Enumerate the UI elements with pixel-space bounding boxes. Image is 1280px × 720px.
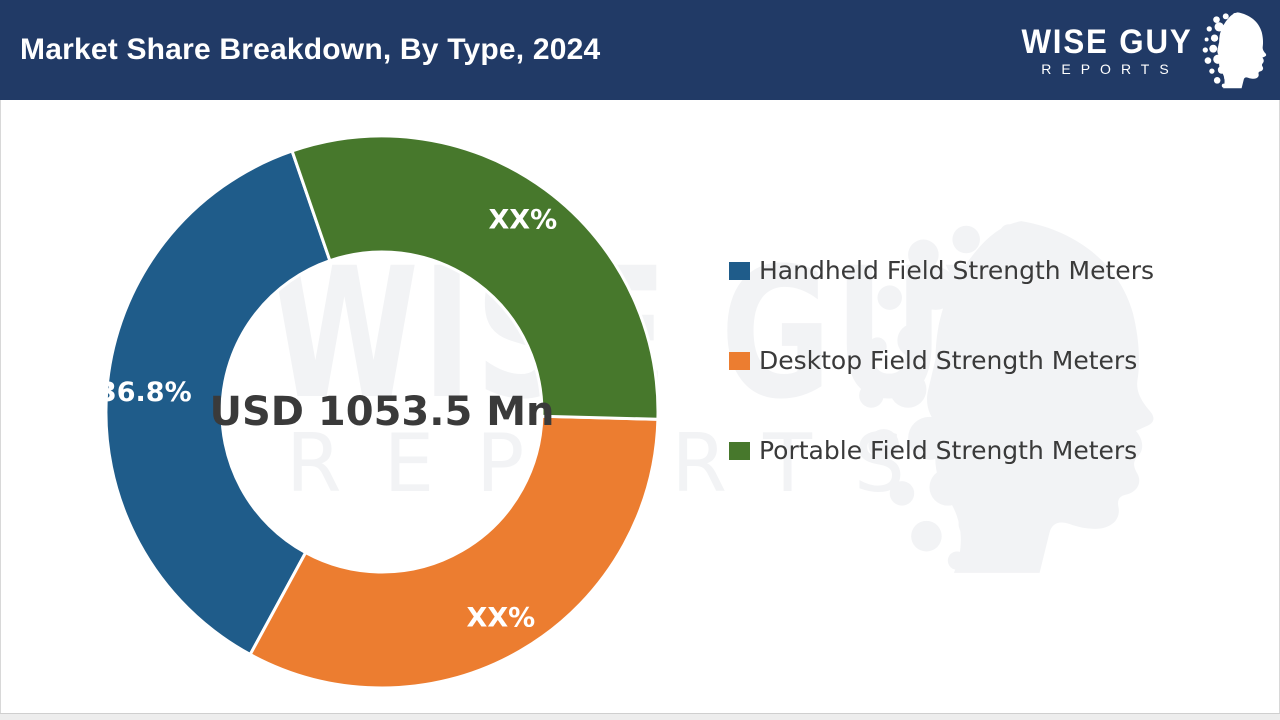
page-title: Market Share Breakdown, By Type, 2024: [20, 33, 601, 66]
legend-item-portable: Portable Field Strength Meters: [729, 436, 1154, 466]
header: Market Share Breakdown, By Type, 2024 WI…: [0, 0, 1280, 100]
legend-item-handheld: Handheld Field Strength Meters: [729, 256, 1154, 286]
legend-swatch-handheld: [729, 262, 750, 280]
donut-segment: [104, 149, 332, 657]
donut-segment: [248, 414, 660, 690]
logo-face-icon: [1202, 12, 1267, 89]
chart-center-label: USD 1053.5 Mn: [210, 389, 555, 435]
legend-label-desktop: Desktop Field Strength Meters: [759, 346, 1138, 375]
logo-wordmark: WISE GUY: [1021, 22, 1193, 61]
legend-label-portable: Portable Field Strength Meters: [759, 436, 1138, 465]
brand-logo: WISE GUY REPORTS: [1014, 0, 1268, 100]
legend-item-desktop: Desktop Field Strength Meters: [729, 346, 1154, 376]
legend-swatch-desktop: [729, 352, 750, 370]
segment-value-label: XX%: [488, 205, 557, 236]
segment-value-label: 36.8%: [98, 377, 192, 408]
legend: Handheld Field Strength Meters Desktop F…: [729, 256, 1154, 466]
logo-subtext: REPORTS: [1041, 60, 1179, 77]
legend-swatch-portable: [729, 442, 750, 460]
donut-segment: [290, 134, 660, 421]
segment-value-label: XX%: [467, 603, 536, 634]
footer-strip: [0, 713, 1280, 720]
legend-label-handheld: Handheld Field Strength Meters: [759, 256, 1154, 285]
